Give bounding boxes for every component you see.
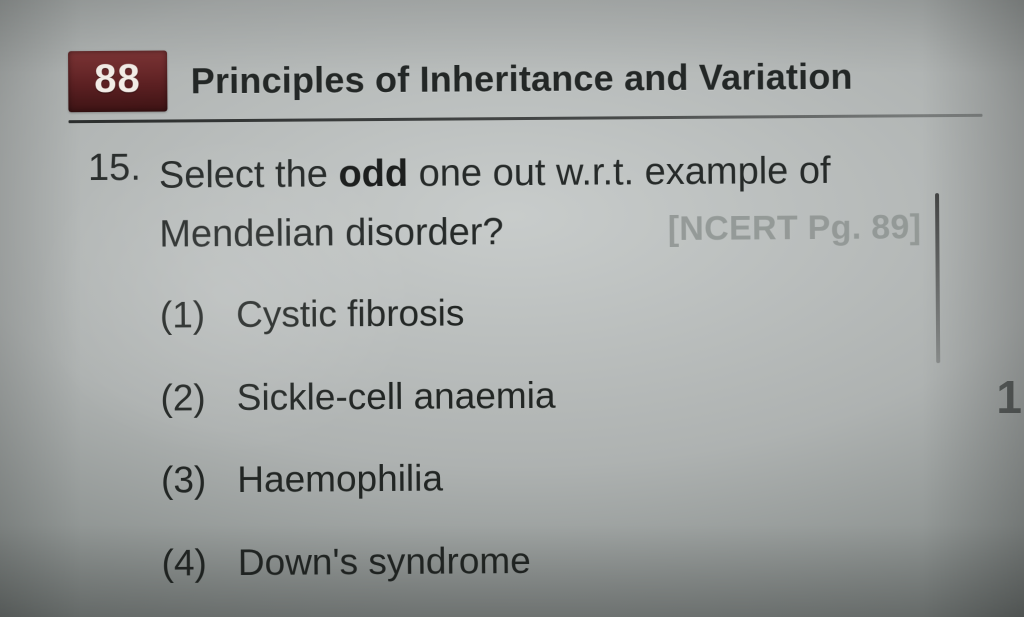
chapter-title: Principles of Inheritance and Variation bbox=[191, 55, 853, 102]
chapter-number-badge: 88 bbox=[68, 51, 167, 113]
page-gutter-line bbox=[935, 193, 940, 363]
page-content: 88 Principles of Inheritance and Variati… bbox=[68, 45, 986, 617]
ncert-reference: [NCERT Pg. 89] bbox=[668, 201, 922, 255]
question-block: 15. Select the odd one out w.r.t. exampl… bbox=[77, 141, 984, 265]
question-text-prefix: Select the bbox=[159, 153, 339, 196]
option-4-text: Down's syndrome bbox=[238, 540, 531, 583]
option-4: (4) Down's syndrome bbox=[161, 531, 985, 592]
question-text: Select the odd one out w.r.t. example of… bbox=[159, 141, 984, 265]
option-2: (2) Sickle-cell anaemia bbox=[160, 365, 984, 426]
question-number: 15. bbox=[77, 147, 141, 190]
option-3-text: Haemophilia bbox=[237, 458, 443, 500]
option-1-label: (1) bbox=[160, 288, 226, 343]
question-text-emphasis: odd bbox=[338, 153, 408, 195]
option-2-label: (2) bbox=[160, 371, 226, 426]
chapter-header: 88 Principles of Inheritance and Variati… bbox=[68, 45, 982, 112]
option-1-text: Cystic fibrosis bbox=[236, 292, 464, 335]
option-2-text: Sickle-cell anaemia bbox=[237, 374, 556, 417]
option-3: (3) Haemophilia bbox=[161, 448, 985, 509]
options-list: (1) Cystic fibrosis (2) Sickle-cell anae… bbox=[160, 283, 986, 592]
page-edge-digit: 1 bbox=[996, 370, 1022, 424]
option-3-label: (3) bbox=[161, 453, 227, 508]
option-4-label: (4) bbox=[161, 536, 227, 591]
option-1: (1) Cystic fibrosis bbox=[160, 283, 984, 344]
header-rule bbox=[69, 114, 983, 123]
